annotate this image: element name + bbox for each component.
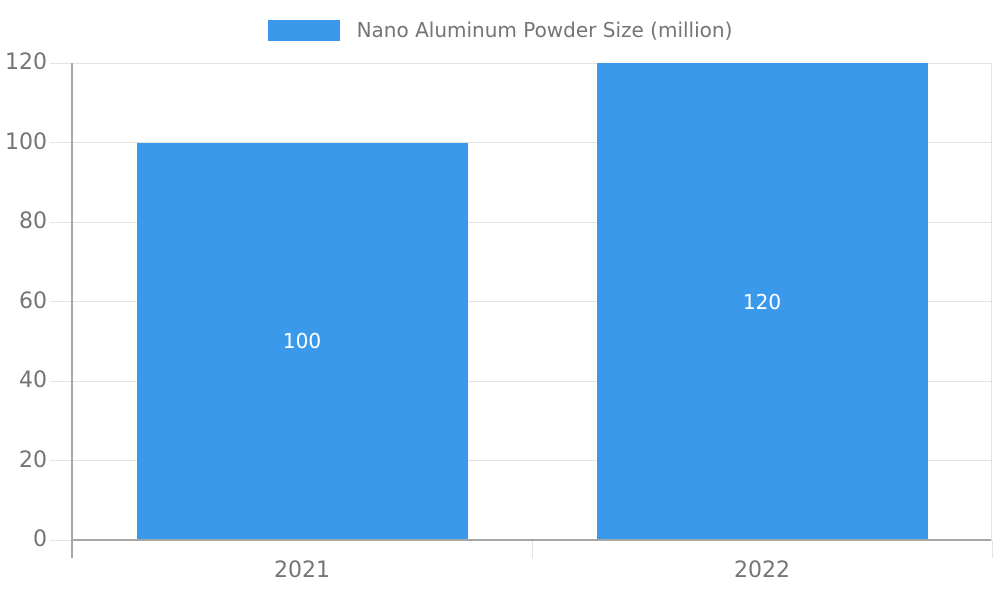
y-axis-line: [71, 63, 73, 558]
gridline: [50, 142, 992, 143]
legend-label[interactable]: Nano Aluminum Powder Size (million): [356, 18, 733, 42]
x-axis-tick: [992, 541, 993, 558]
bar-value-label: 100: [282, 329, 322, 353]
x-axis-tick-label: 2022: [734, 558, 790, 583]
y-axis-tick-label: 100: [5, 130, 47, 155]
y-axis-tick-label: 60: [19, 289, 47, 314]
y-axis-tick-label: 20: [19, 448, 47, 473]
bar-value-label: 120: [742, 290, 782, 314]
x-axis-line: [72, 539, 992, 541]
gridline: [50, 380, 992, 382]
x-axis-tick: [532, 541, 533, 558]
y-axis-tick-label: 80: [19, 209, 47, 234]
bar-2021[interactable]: [137, 143, 468, 541]
bar-2022[interactable]: [597, 63, 928, 540]
legend-swatch[interactable]: [267, 20, 340, 41]
gridline: [50, 460, 992, 461]
gridline: [50, 301, 992, 302]
legend: Nano Aluminum Powder Size (million): [0, 19, 1000, 42]
x-axis-tick-label: 2021: [274, 558, 330, 583]
gridline: [50, 62, 992, 64]
y-axis-tick-label: 0: [33, 527, 47, 552]
y-axis-tick-label: 120: [5, 50, 47, 75]
gridline: [50, 221, 992, 223]
plot-right-border: [991, 63, 992, 541]
y-axis-tick-label: 40: [19, 368, 47, 393]
